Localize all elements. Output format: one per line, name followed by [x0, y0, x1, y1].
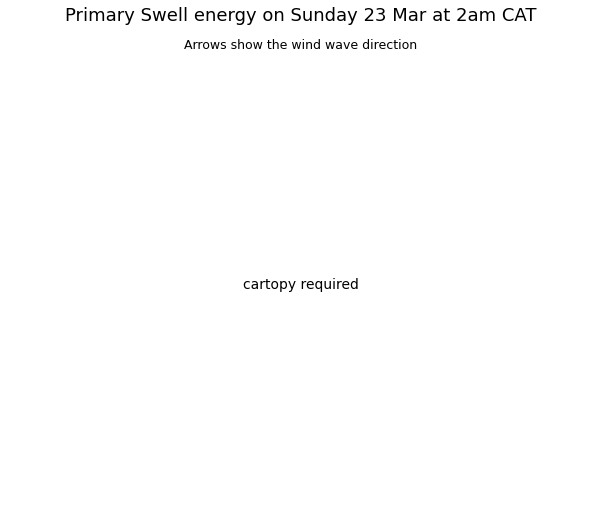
Text: cartopy required: cartopy required [243, 279, 358, 292]
Text: Primary Swell energy on Sunday 23 Mar at 2am CAT: Primary Swell energy on Sunday 23 Mar at… [65, 8, 536, 26]
Text: Arrows show the wind wave direction: Arrows show the wind wave direction [184, 39, 417, 52]
